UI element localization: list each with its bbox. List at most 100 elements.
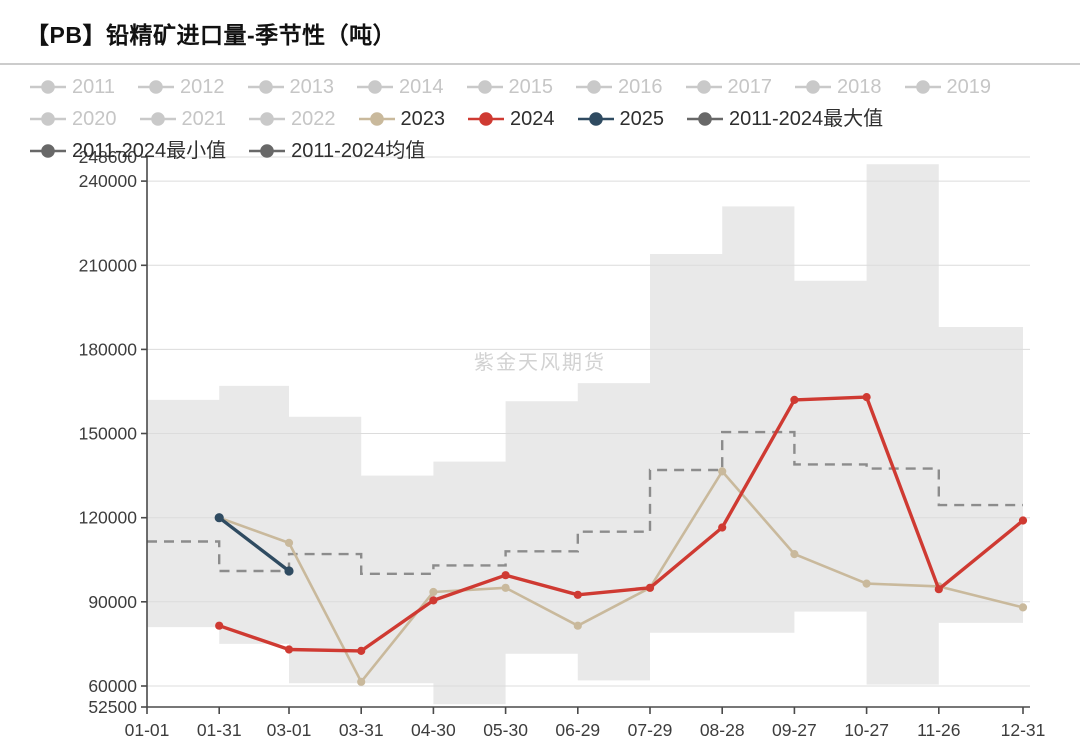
series-point-2025 bbox=[284, 566, 294, 576]
y-tick-label: 90000 bbox=[88, 592, 137, 612]
series-point-2024 bbox=[718, 523, 727, 532]
legend-item-2020[interactable]: 2020 bbox=[30, 109, 117, 129]
legend-series-marker-icon bbox=[30, 144, 66, 158]
legend-item-2014[interactable]: 2014 bbox=[357, 77, 444, 97]
series-point-2025 bbox=[214, 513, 224, 523]
legend-item-2011-2024[interactable]: 2011-2024最大值 bbox=[687, 109, 883, 129]
legend-series-marker-icon bbox=[249, 112, 285, 126]
minmax-band bbox=[147, 164, 1023, 705]
legend-item-2019[interactable]: 2019 bbox=[904, 77, 991, 97]
series-point-2023 bbox=[429, 587, 438, 597]
legend-series-marker-icon bbox=[247, 80, 284, 94]
x-tick-label: 12-31 bbox=[1001, 720, 1046, 740]
legend-label: 2018 bbox=[837, 76, 882, 98]
series-point-2023 bbox=[718, 467, 727, 476]
x-tick-label: 11-26 bbox=[917, 720, 960, 740]
series-line-2023 bbox=[218, 470, 1024, 684]
y-tick-label: 150000 bbox=[79, 424, 138, 444]
legend-label: 2016 bbox=[618, 76, 663, 98]
legend-label: 2011-2024最大值 bbox=[729, 108, 884, 130]
series-point-2024 bbox=[645, 583, 655, 592]
legend-series-marker-icon bbox=[357, 80, 394, 94]
chart-legend: 2011 2012 2013 2014 2015 2016 2017 2018 2019 2020… bbox=[0, 65, 1080, 167]
y-tick-label: 52500 bbox=[88, 697, 137, 717]
legend-series-marker-icon bbox=[468, 112, 504, 126]
mean-line bbox=[147, 430, 1023, 575]
legend-item-2022[interactable]: 2022 bbox=[249, 109, 336, 129]
series-point-2024 bbox=[934, 585, 943, 594]
legend-series-marker-icon bbox=[466, 80, 503, 94]
x-tick-label: 07-29 bbox=[628, 720, 673, 740]
x-tick-label: 03-31 bbox=[339, 720, 384, 740]
series-point-2024 bbox=[790, 395, 799, 404]
watermark: 紫金天风期货 bbox=[474, 351, 606, 374]
series-point-2023 bbox=[790, 550, 799, 559]
legend-label: 2012 bbox=[180, 76, 225, 98]
legend-series-marker-icon bbox=[577, 112, 614, 126]
legend-series-marker-icon bbox=[249, 144, 286, 158]
series-point-2024 bbox=[862, 393, 871, 402]
legend-row: 2011 2012 2013 2014 2015 2016 2017 2018 2019 bbox=[30, 71, 1080, 103]
y-tick-label: 60000 bbox=[88, 676, 137, 696]
legend-label: 2025 bbox=[619, 108, 665, 130]
y-tick-label: 120000 bbox=[79, 508, 138, 528]
legend-item-2013[interactable]: 2013 bbox=[247, 76, 335, 98]
legend-item-2011[interactable]: 2011 bbox=[30, 77, 115, 97]
legend-series-marker-icon bbox=[30, 112, 66, 126]
y-tick-label: 248600 bbox=[79, 147, 138, 167]
legend-item-2016[interactable]: 2016 bbox=[576, 77, 663, 97]
series-point-2024 bbox=[284, 645, 294, 654]
legend-item-2024[interactable]: 2024 bbox=[468, 109, 555, 129]
series-line-2025 bbox=[218, 516, 291, 573]
series-point-2023 bbox=[1018, 603, 1028, 612]
x-tick-label: 01-01 bbox=[125, 720, 170, 740]
series-line-2024 bbox=[218, 395, 1025, 653]
legend-row: 2011-2024最小值 2011-2024均值 bbox=[30, 135, 1080, 167]
series-point-2024 bbox=[429, 596, 438, 605]
y-tick-label: 180000 bbox=[79, 339, 138, 359]
legend-row: 2020 2021 2022 2023 2024 2025 2011-2024最大值 bbox=[30, 103, 1080, 135]
legend-item-2023[interactable]: 2023 bbox=[358, 108, 446, 130]
legend-item-2018[interactable]: 2018 bbox=[795, 77, 882, 97]
legend-label: 2011-2024均值 bbox=[291, 140, 426, 162]
chart-plot-area: 紫金天风期货 52500 60000 90000 120000 150000 180000 2… bbox=[0, 145, 1080, 749]
legend-series-marker-icon bbox=[139, 112, 176, 126]
x-tick-label: 05-30 bbox=[483, 720, 528, 740]
legend-series-marker-icon bbox=[685, 80, 722, 94]
legend-series-marker-icon bbox=[687, 112, 723, 126]
x-tick-label: 08-28 bbox=[700, 720, 745, 740]
legend-label: 2020 bbox=[72, 108, 117, 130]
series-point-2024 bbox=[1018, 516, 1028, 525]
legend-series-marker-icon bbox=[904, 80, 941, 94]
x-tick-label: 03-01 bbox=[267, 720, 312, 740]
series-point-2024 bbox=[357, 646, 366, 655]
x-tick-label: 06-29 bbox=[555, 720, 600, 740]
x-tick-label: 09-27 bbox=[772, 720, 817, 740]
legend-label: 2015 bbox=[508, 76, 554, 98]
legend-series-marker-icon bbox=[795, 80, 832, 94]
legend-item-2011-2024[interactable]: 2011-2024均值 bbox=[249, 141, 425, 161]
y-tick-label: 240000 bbox=[79, 171, 138, 191]
series-point-2023 bbox=[573, 621, 582, 630]
legend-item-2011-2024[interactable]: 2011-2024最小值 bbox=[30, 141, 226, 161]
x-tick-label: 04-30 bbox=[411, 720, 456, 740]
legend-label: 2024 bbox=[510, 108, 555, 130]
legend-label: 2013 bbox=[289, 76, 335, 98]
legend-item-2012[interactable]: 2012 bbox=[138, 77, 225, 97]
legend-item-2017[interactable]: 2017 bbox=[685, 77, 772, 97]
legend-label: 2011-2024最小值 bbox=[72, 140, 227, 162]
legend-series-marker-icon bbox=[576, 80, 613, 94]
series-point-2024 bbox=[215, 621, 224, 630]
legend-series-marker-icon bbox=[138, 80, 175, 94]
legend-item-2015[interactable]: 2015 bbox=[466, 76, 554, 98]
legend-label: 2014 bbox=[399, 76, 444, 98]
x-tick-label: 10-27 bbox=[844, 720, 889, 740]
legend-item-2025[interactable]: 2025 bbox=[577, 108, 665, 130]
legend-item-2021[interactable]: 2021 bbox=[139, 109, 226, 129]
series-point-2023 bbox=[284, 538, 294, 547]
legend-label: 2023 bbox=[400, 108, 446, 130]
chart-title: 【PB】铅精矿进口量-季节性（吨） bbox=[26, 22, 397, 48]
legend-series-marker-icon bbox=[30, 80, 66, 94]
